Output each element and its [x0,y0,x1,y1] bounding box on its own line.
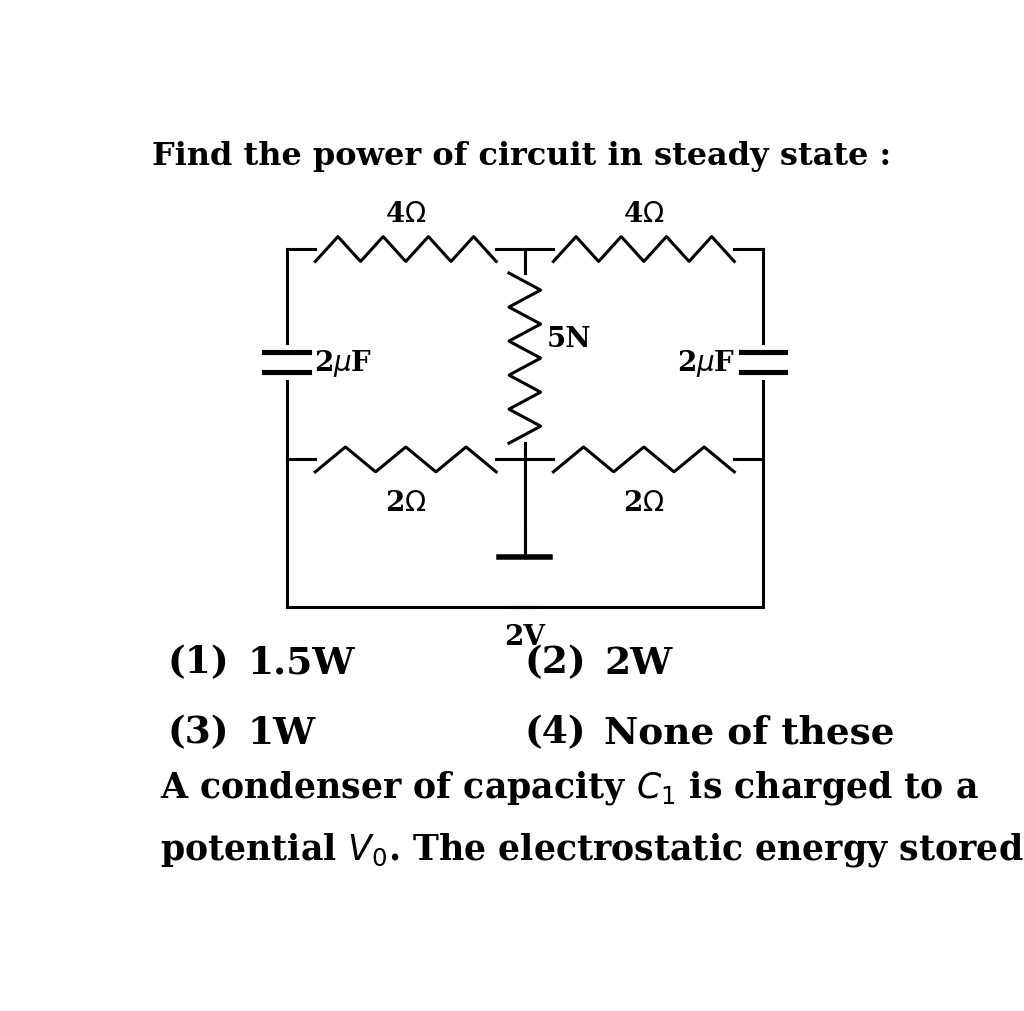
Text: (2): (2) [524,644,587,680]
Text: potential $V_0$. The electrostatic energy stored in: potential $V_0$. The electrostatic energ… [160,830,1024,868]
Text: 2$\Omega$: 2$\Omega$ [624,489,665,517]
Text: 2V: 2V [504,624,546,650]
Text: 4$\Omega$: 4$\Omega$ [624,201,665,227]
Text: 2$\Omega$: 2$\Omega$ [385,489,426,517]
Text: 5N: 5N [547,326,592,353]
Text: Find the power of circuit in steady state :: Find the power of circuit in steady stat… [152,141,891,172]
Text: 2$\mu$F: 2$\mu$F [677,347,735,378]
Text: (1): (1) [168,644,229,680]
Text: A condenser of capacity $C_1$ is charged to a: A condenser of capacity $C_1$ is charged… [160,768,979,806]
Text: (3): (3) [168,714,229,751]
Text: 2$\mu$F: 2$\mu$F [314,347,373,378]
Text: 1W: 1W [247,714,315,751]
Text: None of these: None of these [604,714,895,751]
Text: 1.5W: 1.5W [247,644,354,680]
Text: 4$\Omega$: 4$\Omega$ [385,201,426,227]
Text: (4): (4) [524,714,587,751]
Text: 2W: 2W [604,644,673,680]
